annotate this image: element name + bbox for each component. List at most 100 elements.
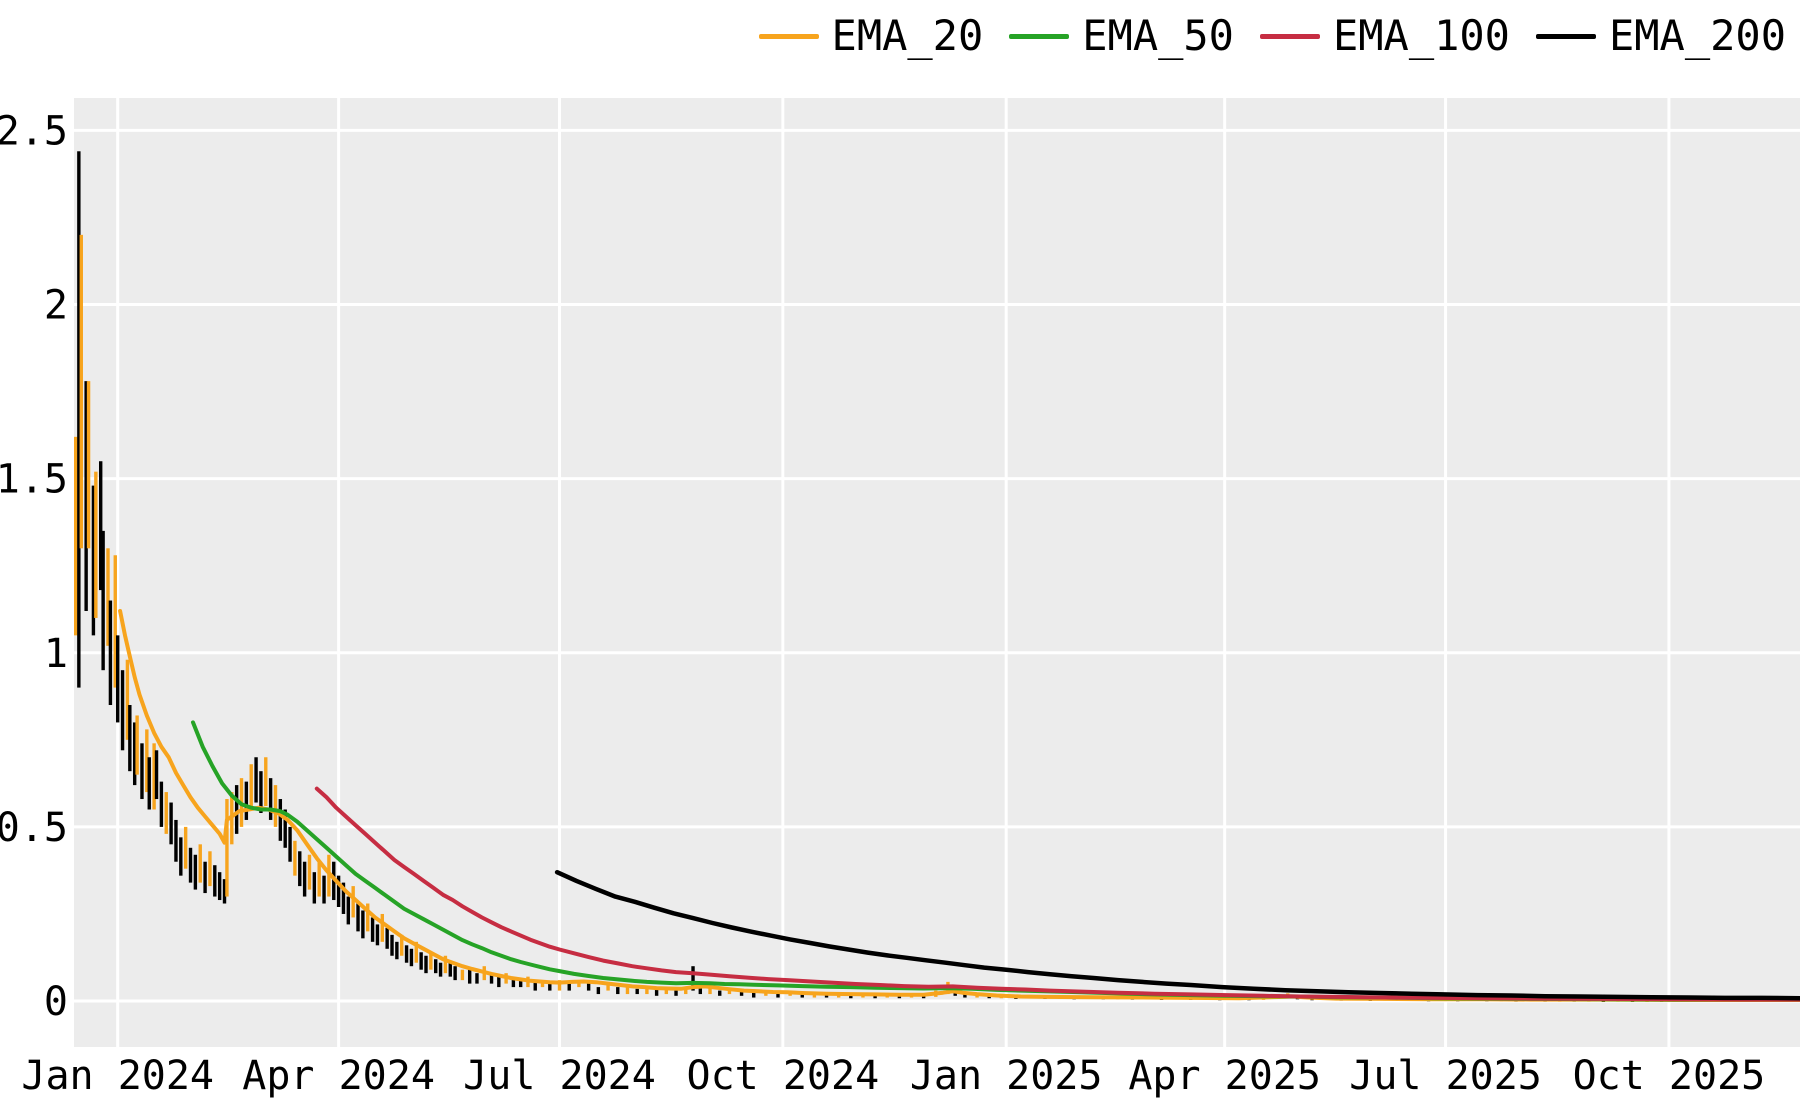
- price-candle: [664, 987, 669, 995]
- price-candle: [179, 837, 183, 876]
- price-candle: [453, 966, 457, 981]
- price-candle: [336, 875, 341, 908]
- legend-label: EMA_200: [1608, 11, 1786, 60]
- price-candle: [73, 436, 78, 636]
- y-tick-label: 1: [44, 631, 68, 677]
- price-candle: [708, 987, 712, 995]
- price-candle: [113, 555, 117, 688]
- x-tick-label: Oct 2025: [1573, 1053, 1766, 1099]
- price-candle: [616, 987, 620, 995]
- price-candle: [752, 992, 756, 998]
- price-candle: [824, 994, 829, 998]
- price-candle: [132, 722, 137, 786]
- price-candle: [438, 962, 443, 977]
- price-candle: [312, 872, 317, 904]
- price-candle: [159, 781, 164, 827]
- price-candle: [169, 802, 173, 845]
- price-candle: [419, 952, 423, 970]
- price-candle: [106, 548, 110, 646]
- price-candle: [120, 670, 125, 751]
- price-candle: [222, 879, 227, 904]
- price-candle: [674, 990, 678, 996]
- price-candle: [208, 851, 212, 887]
- price-candle: [434, 959, 438, 974]
- legend-swatch-icon: [1259, 33, 1320, 39]
- legend-swatch-icon: [758, 33, 819, 39]
- price-candle: [460, 969, 465, 981]
- price-candle: [293, 840, 297, 876]
- price-candle: [249, 764, 253, 810]
- price-candle: [154, 750, 159, 800]
- price-candle: [174, 819, 178, 862]
- price-candle: [424, 955, 428, 974]
- price-candle: [203, 861, 207, 894]
- price-candle: [429, 952, 433, 970]
- x-tick-label: Jul 2025: [1349, 1053, 1542, 1099]
- price-candle: [145, 729, 149, 793]
- price-candle: [443, 955, 448, 974]
- price-candle: [684, 988, 688, 995]
- price-candle: [302, 861, 307, 897]
- price-candle: [567, 983, 571, 991]
- price-candle: [264, 757, 268, 807]
- price-candle: [351, 886, 355, 918]
- price-candle: [346, 896, 351, 925]
- price-candle: [409, 948, 414, 967]
- price-candle: [557, 980, 562, 991]
- y-tick-label: 2: [44, 283, 68, 329]
- price-candle: [84, 381, 88, 611]
- price-candle: [533, 980, 537, 991]
- price-candle: [489, 973, 494, 984]
- price-candle: [213, 865, 217, 897]
- price-candle: [596, 987, 601, 995]
- price-candle: [94, 471, 98, 618]
- legend-label: EMA_100: [1332, 11, 1510, 60]
- x-tick-label: Jan 2025: [910, 1053, 1103, 1099]
- price-candle: [380, 913, 385, 942]
- price-candle: [135, 715, 139, 775]
- price-candle: [361, 910, 365, 939]
- price-candle: [244, 781, 249, 820]
- price-candle: [548, 983, 552, 991]
- price-candle: [86, 381, 91, 549]
- price-candle: [400, 934, 404, 956]
- price-candle: [511, 976, 516, 988]
- price-candle: [375, 924, 380, 946]
- price-candle: [273, 785, 278, 827]
- price-candle: [298, 851, 302, 887]
- price-candle: [288, 826, 292, 862]
- price-candle: [128, 705, 132, 772]
- ema-line-ema_100: [314, 786, 1800, 1002]
- price-candle: [739, 990, 744, 996]
- price-candle: [234, 785, 239, 834]
- y-tick-label: 1.5: [0, 457, 68, 503]
- legend-item-ema_200: EMA_200: [1535, 11, 1786, 60]
- price-candle: [645, 987, 649, 995]
- legend-label: EMA_50: [1082, 11, 1234, 60]
- price-candle: [497, 976, 501, 988]
- price-candle: [654, 988, 659, 996]
- x-tick-label: Apr 2024: [242, 1053, 435, 1099]
- price-candle: [164, 792, 168, 834]
- x-tick-label: Jan 2024: [21, 1053, 214, 1099]
- price-candle: [635, 988, 639, 995]
- price-candle: [366, 903, 370, 932]
- ema-line-ema_200: [554, 869, 1800, 1001]
- x-tick-label: Oct 2024: [687, 1053, 880, 1099]
- legend-label: EMA_20: [831, 11, 984, 60]
- price-candle: [99, 461, 103, 591]
- price-candle: [448, 962, 452, 977]
- ema-line-ema_20: [118, 609, 1800, 1002]
- price-candle: [91, 485, 96, 636]
- price-candle: [370, 917, 375, 942]
- price-candle: [254, 757, 258, 803]
- price-candle: [283, 809, 287, 848]
- price-candle: [198, 844, 202, 883]
- price-candle: [849, 994, 853, 999]
- price-candle: [115, 635, 120, 723]
- x-tick-label: Apr 2025: [1128, 1053, 1321, 1099]
- y-tick-label: 0.5: [0, 805, 68, 851]
- price-candle: [475, 973, 479, 984]
- price-candle: [467, 969, 472, 984]
